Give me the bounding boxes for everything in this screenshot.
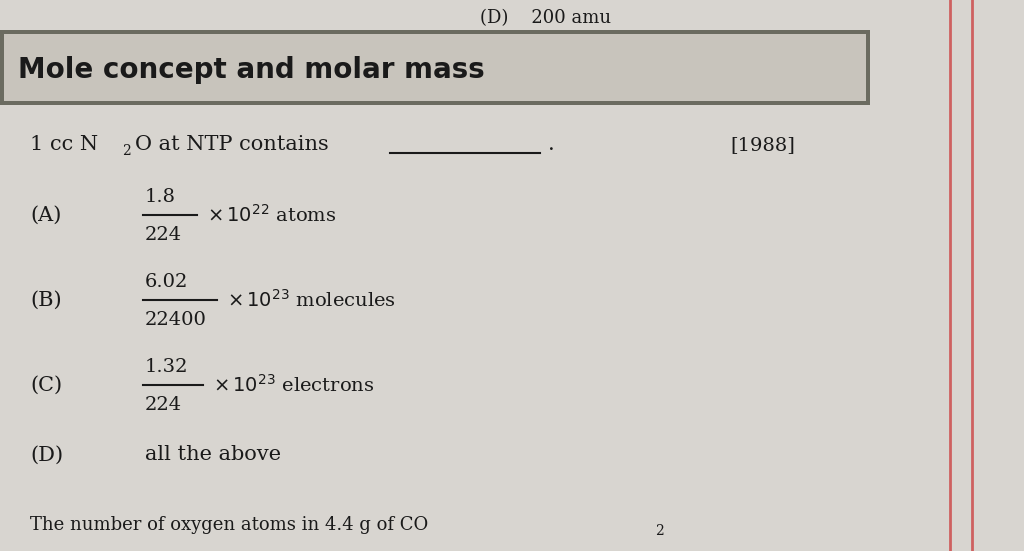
Text: 6.02: 6.02 [145, 273, 188, 291]
Text: The number of oxygen atoms in 4.4 g of CO: The number of oxygen atoms in 4.4 g of C… [30, 516, 428, 534]
Text: $\times\,10^{22}$ atoms: $\times\,10^{22}$ atoms [207, 204, 336, 226]
Text: $\times\,10^{23}$ electrons: $\times\,10^{23}$ electrons [213, 374, 375, 396]
Bar [4, 34, 866, 101]
Text: $\times\,10^{23}$ molecules: $\times\,10^{23}$ molecules [227, 289, 396, 311]
Bar [0, 30, 870, 105]
Text: 224: 224 [145, 226, 182, 244]
Text: 224: 224 [145, 396, 182, 414]
Text: O at NTP contains: O at NTP contains [135, 136, 329, 154]
Text: (D): (D) [30, 446, 63, 464]
Text: all the above: all the above [145, 446, 282, 464]
Text: [1988]: [1988] [730, 136, 795, 154]
Text: 1.8: 1.8 [145, 188, 176, 206]
Text: Mole concept and molar mass: Mole concept and molar mass [18, 56, 484, 84]
Text: 1 cc N: 1 cc N [30, 136, 98, 154]
Text: (A): (A) [30, 206, 61, 224]
Text: 2: 2 [655, 524, 664, 538]
Text: (B): (B) [30, 290, 61, 310]
Text: (C): (C) [30, 375, 62, 395]
Text: 1.32: 1.32 [145, 358, 188, 376]
Text: .: . [548, 136, 555, 154]
Text: 2: 2 [122, 144, 131, 158]
Text: (D)    200 amu: (D) 200 amu [480, 9, 611, 27]
Text: 22400: 22400 [145, 311, 207, 329]
